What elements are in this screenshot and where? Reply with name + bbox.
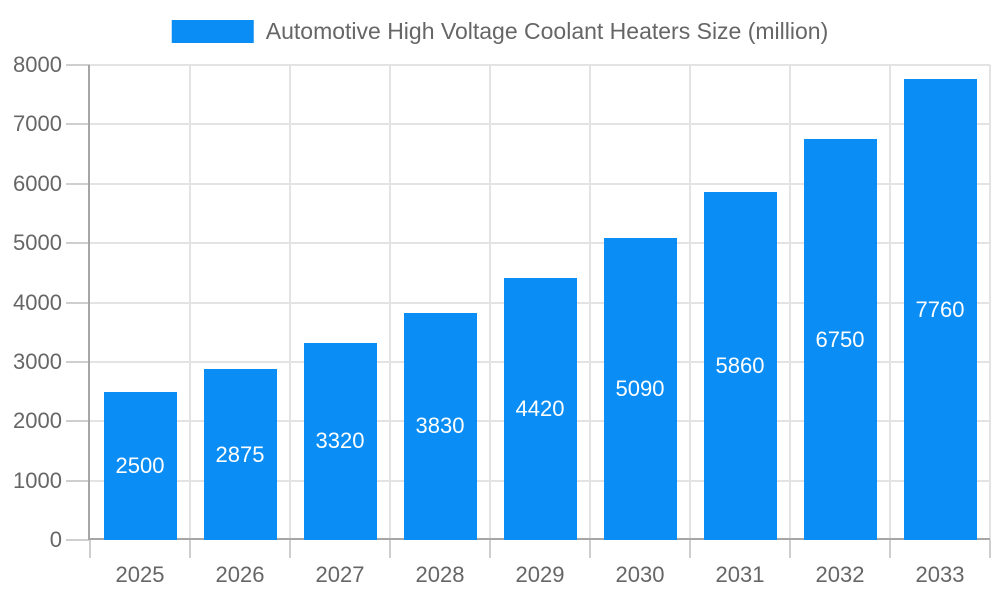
- y-tick-label: 4000: [13, 289, 62, 315]
- bar: [103, 391, 177, 540]
- y-tick: [66, 64, 90, 66]
- bar: [803, 139, 877, 540]
- bar-value-label: 7760: [915, 296, 965, 322]
- bar-value-label: 3830: [415, 413, 465, 439]
- grid-line-v: [789, 65, 791, 540]
- grid-line-v: [989, 65, 991, 540]
- x-tick-label: 2025: [115, 562, 165, 587]
- y-tick: [66, 420, 90, 423]
- y-tick-label: 3000: [13, 348, 62, 374]
- x-tick: [189, 540, 191, 558]
- y-tick-label: 8000: [13, 52, 62, 77]
- grid-line-v: [389, 65, 391, 540]
- x-tick-label: 2033: [915, 562, 965, 587]
- x-tick-label: 2026: [215, 562, 265, 587]
- bar-value-label: 2500: [115, 452, 165, 478]
- x-tick-label: 2028: [415, 562, 465, 587]
- x-tick: [589, 540, 591, 558]
- grid-line-h: [90, 123, 990, 126]
- bar-value-label: 6750: [815, 326, 865, 352]
- y-tick: [66, 242, 90, 245]
- y-tick-label: 7000: [13, 111, 62, 137]
- y-tick-label: 0: [49, 527, 62, 552]
- grid-line-h: [90, 242, 990, 245]
- legend-swatch: [171, 20, 254, 44]
- y-tick-label: 2000: [13, 408, 62, 434]
- grid-line-h: [90, 182, 990, 185]
- bar: [703, 192, 777, 540]
- x-tick: [289, 540, 291, 558]
- bar-value-label: 2875: [215, 441, 265, 467]
- legend: Automotive High Voltage Coolant Heaters …: [171, 18, 829, 44]
- bar-value-label: 4420: [515, 395, 565, 421]
- x-tick-label: 2027: [315, 562, 365, 587]
- y-tick: [66, 479, 90, 482]
- grid-line-v: [489, 65, 491, 540]
- grid-line-v: [889, 65, 891, 540]
- y-tick: [66, 301, 90, 304]
- bar: [603, 237, 677, 540]
- x-tick: [89, 540, 91, 558]
- bar-value-label: 5090: [615, 375, 665, 401]
- grid-line-v: [189, 65, 191, 540]
- grid-line-v: [689, 65, 691, 540]
- grid-line-v: [589, 65, 591, 540]
- x-tick: [489, 540, 491, 558]
- grid-line-v: [289, 65, 291, 540]
- y-tick: [66, 360, 90, 363]
- y-tick: [66, 182, 90, 185]
- x-tick: [889, 540, 891, 558]
- x-tick: [989, 540, 991, 558]
- bar: [903, 79, 977, 540]
- legend-label: Automotive High Voltage Coolant Heaters …: [265, 18, 829, 44]
- x-tick-label: 2032: [815, 562, 865, 587]
- bar: [503, 277, 577, 540]
- x-tick: [689, 540, 691, 558]
- y-tick-label: 5000: [13, 230, 62, 256]
- x-tick-label: 2031: [715, 562, 765, 587]
- bar: [303, 342, 377, 540]
- y-axis-line: [88, 65, 90, 540]
- y-tick: [66, 539, 90, 541]
- bar: [403, 312, 477, 540]
- bar: [203, 369, 277, 540]
- bar-value-label: 5860: [715, 353, 765, 379]
- x-tick-label: 2029: [515, 562, 565, 587]
- grid-line-h: [90, 64, 990, 66]
- x-tick: [789, 540, 791, 558]
- bar-value-label: 3320: [315, 428, 365, 454]
- y-tick: [66, 123, 90, 126]
- x-tick: [389, 540, 391, 558]
- y-tick-label: 6000: [13, 170, 62, 196]
- x-tick-label: 2030: [615, 562, 665, 587]
- y-tick-label: 1000: [13, 467, 62, 493]
